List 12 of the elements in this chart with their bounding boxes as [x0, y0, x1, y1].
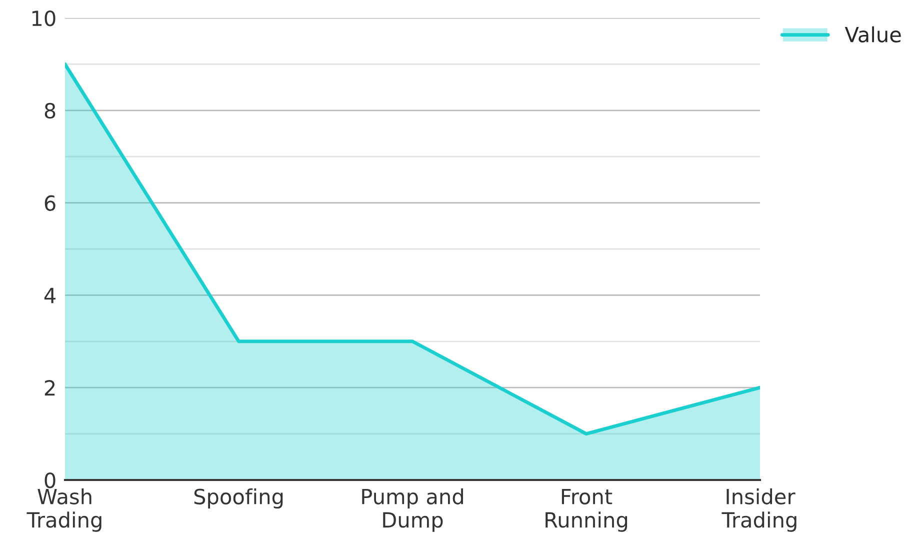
x-tick-label: Front Running — [546, 488, 628, 532]
y-tick-label: 10 — [32, 10, 56, 26]
x-tick-label: Wash Trading — [26, 488, 102, 532]
y-tick-label: 6 — [44, 195, 56, 212]
y-tick-label: 2 — [44, 380, 55, 396]
y-tick-label: 0 — [44, 472, 56, 488]
legend-label: Value — [844, 26, 901, 42]
x-tick-label: Insider Trading — [722, 488, 796, 532]
y-tick-label: 4 — [44, 288, 56, 304]
x-tick-label: Pump and Dump — [362, 488, 463, 532]
y-tick-label: 8 — [44, 102, 56, 119]
x-tick-label: Spoofing — [194, 488, 283, 508]
